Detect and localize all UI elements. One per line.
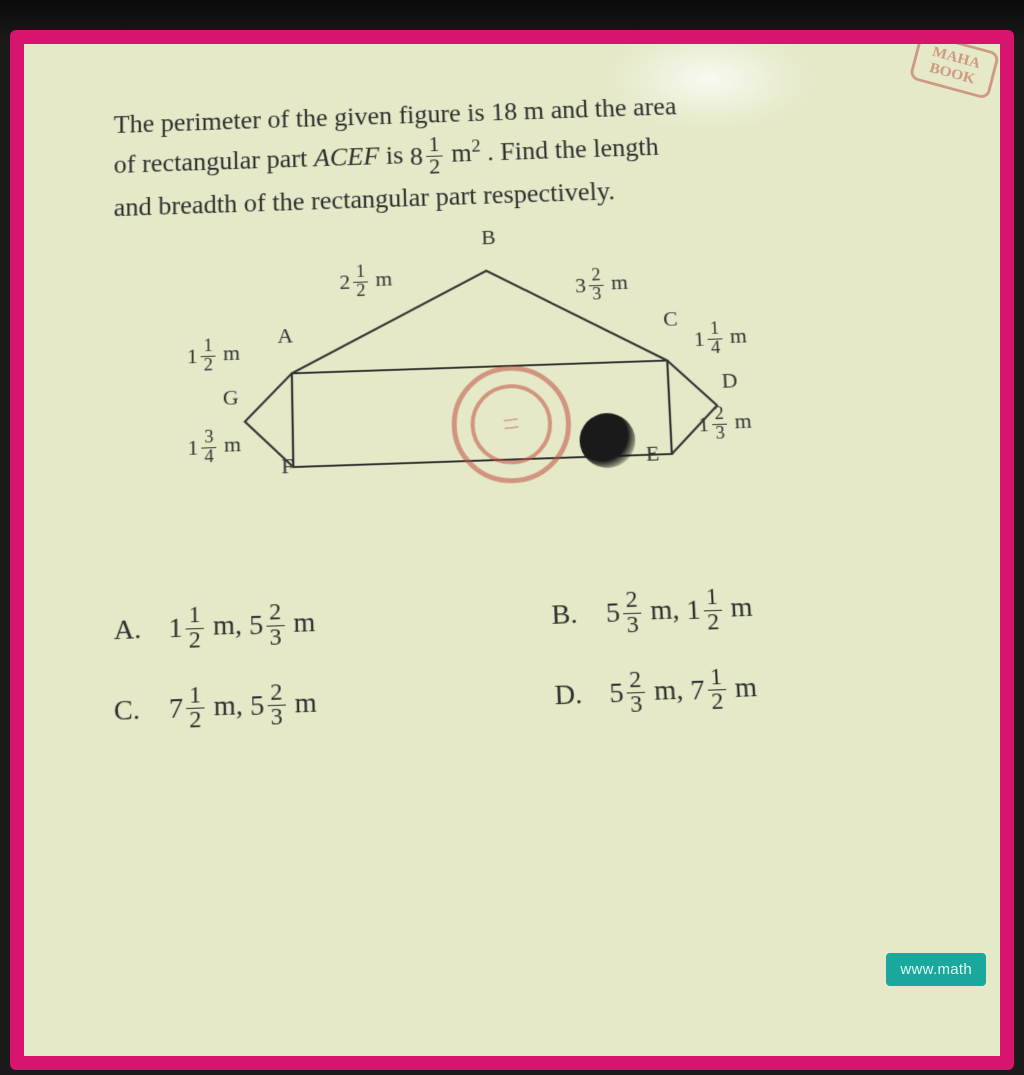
edge-FG: 134 m [187, 428, 241, 468]
option-D-letter: D. [554, 678, 592, 712]
q-seg3: of rectangular part [114, 144, 314, 179]
edge-CD: 114 m [693, 319, 748, 358]
option-A-letter: A. [114, 614, 150, 648]
q-area-unit: m2 [451, 138, 481, 167]
option-C-value: 712 m, 523 m [169, 679, 318, 734]
watermark-button[interactable]: www.math [886, 953, 986, 986]
q-area-frac: 12 [425, 134, 443, 178]
vertex-F: F [281, 453, 294, 479]
vertex-A: A [277, 323, 293, 349]
q-seg5: . Find the length [487, 132, 660, 166]
q-area: 812 [409, 139, 451, 168]
option-B[interactable]: B. 523 m, 112 m [551, 578, 930, 640]
geometry-figure: ━━━━━━ A B C D E F G 212 m 323 m [192, 224, 757, 574]
stamp-text: ━━━━━━ [504, 416, 520, 433]
option-B-value: 523 m, 112 m [605, 585, 754, 639]
screen: MAHA BOOK The perimeter of the given fig… [10, 30, 1014, 1070]
vertex-E: E [645, 441, 660, 467]
q-area-whole: 8 [409, 142, 423, 170]
answer-options: A. 112 m, 523 m B. 523 m, 112 m [114, 578, 956, 737]
q-rectname: ACEF [313, 142, 379, 172]
q-seg4: is [385, 141, 410, 170]
q-seg6: and breadth of the rectangular part resp… [114, 177, 616, 222]
edge-DE: 123 m [697, 404, 753, 443]
watermark-label: www.math [900, 961, 972, 978]
page-content: MAHA BOOK The perimeter of the given fig… [19, 50, 1014, 1070]
vertex-B: B [481, 225, 496, 250]
q-seg2: and the area [550, 92, 677, 124]
option-B-letter: B. [551, 599, 589, 633]
option-C-letter: C. [114, 694, 151, 728]
device-frame: MAHA BOOK The perimeter of the given fig… [0, 0, 1024, 1075]
option-A[interactable]: A. 112 m, 523 m [114, 594, 492, 656]
vertex-D: D [721, 368, 738, 394]
q-perimeter: 18 m [491, 96, 545, 125]
corner-stamp: MAHA BOOK [909, 32, 1000, 100]
edge-BC: 323 m [574, 266, 629, 304]
option-A-value: 112 m, 523 m [168, 600, 316, 654]
edge-AB: 212 m [339, 262, 393, 300]
vertex-C: C [663, 306, 679, 331]
option-C[interactable]: C. 712 m, 523 m [114, 673, 495, 736]
question-text: The perimeter of the given figure is 18 … [114, 80, 919, 229]
option-D[interactable]: D. 523 m, 712 m [554, 658, 935, 721]
option-D-value: 523 m, 712 m [608, 664, 758, 719]
edge-GA: 112 m [187, 336, 241, 375]
vertex-G: G [223, 385, 239, 411]
